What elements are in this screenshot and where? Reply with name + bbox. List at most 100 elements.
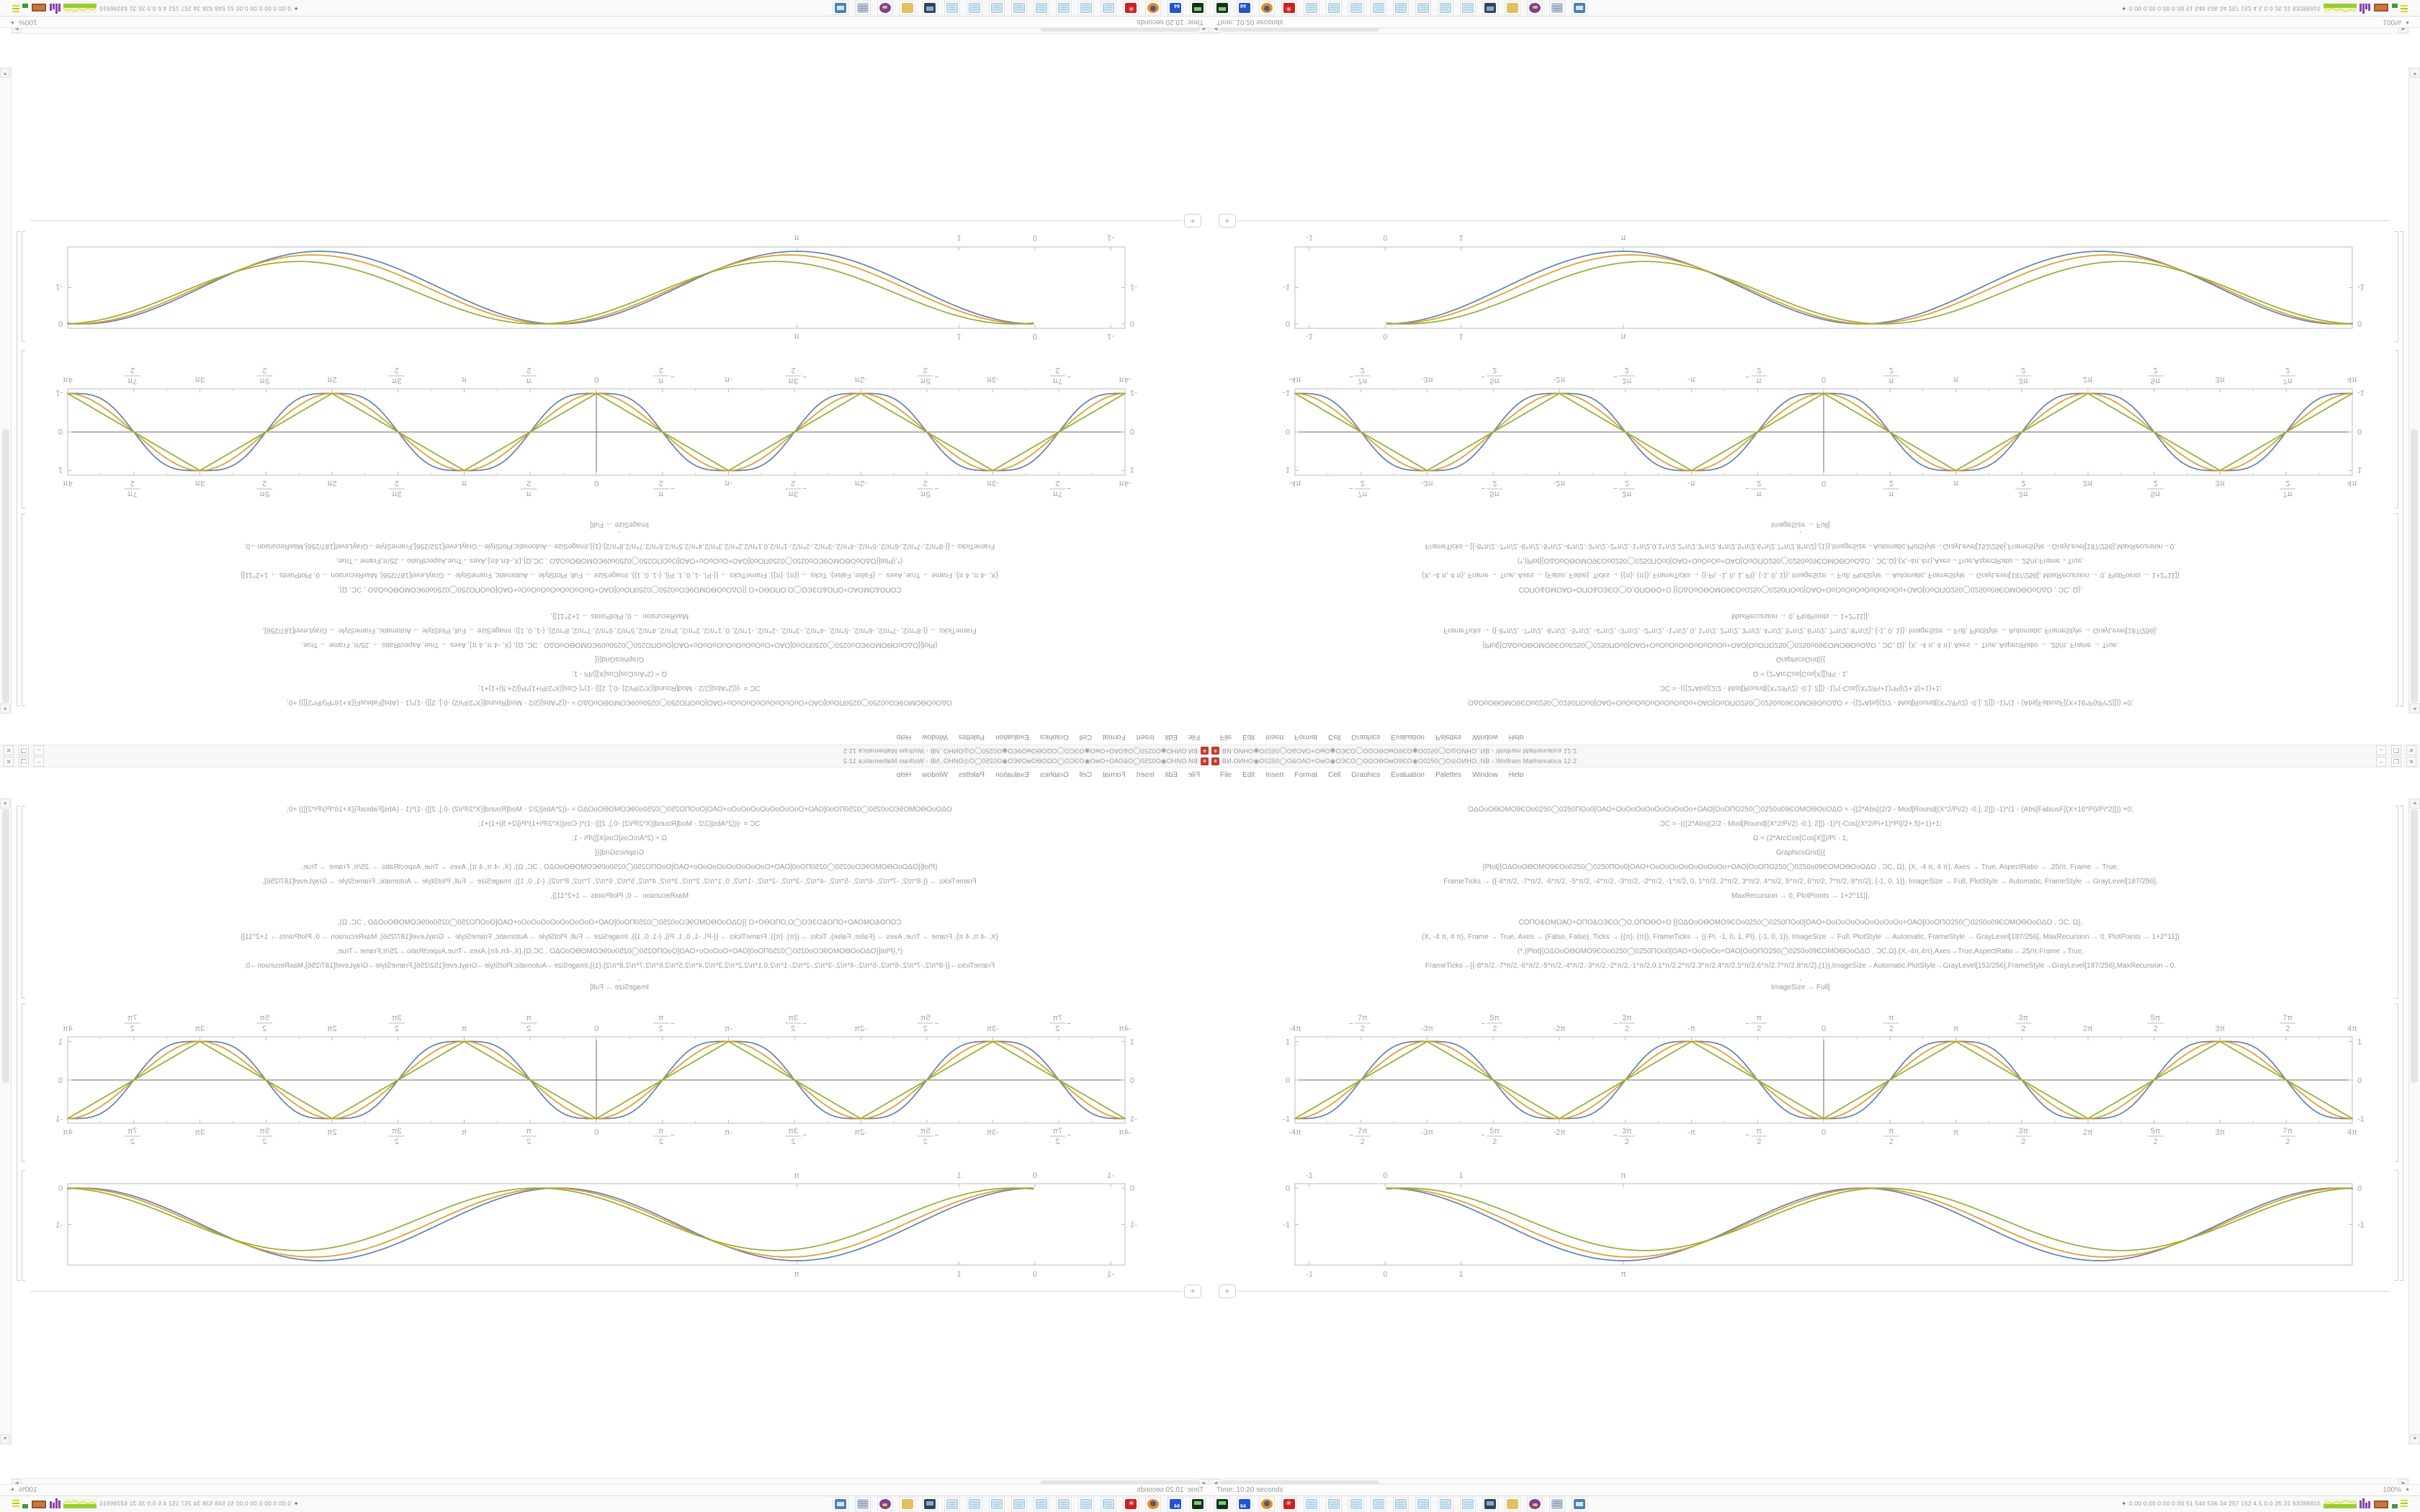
code-line[interactable]: MaxRecursion → 0, PlotPoints → 1+2^11]}, [550,612,689,620]
folder-icon[interactable] [900,1497,915,1511]
vertical-scroll-thumb[interactable] [2,429,9,703]
notebook-area[interactable]: ОΔОоОѲОМО9ЄОо0250◯0250ПОо0[ОАО+ОоОоОоОоО… [0,34,1210,735]
scroll-doc-icon[interactable] [855,1497,871,1511]
minimize-button[interactable]: – [34,745,44,755]
notepad-icon[interactable] [944,1,960,15]
vertical-scroll-thumb[interactable] [2411,809,2418,1083]
scroll-down-icon[interactable]: ▼ [2410,68,2420,78]
insert-cell-plus-button[interactable]: + [1219,1284,1236,1298]
code-line[interactable]: Ω = (2*ArcCos[Cos[X]])/Pi - 1; [571,834,668,842]
notepad-icon[interactable] [1438,1,1453,15]
floppy-64-icon[interactable] [1168,1497,1183,1511]
cell-bracket-group[interactable] [2400,806,2403,1281]
code-line[interactable]: MaxRecursion → 0, PlotPoints → 1+2^11]}, [550,892,689,900]
menu-palettes[interactable]: Palettes [1435,771,1462,779]
code-line[interactable]: Ω = (2*ArcCos[Cos[X]])/Pi - 1; [1752,834,1849,842]
minimize-button[interactable]: – [34,757,44,767]
scroll-doc-icon[interactable] [1549,1,1565,15]
insert-cell-plus-button[interactable]: + [1184,214,1201,228]
notepad-icon[interactable] [1326,1,1342,15]
cell-bracket-output2[interactable] [22,231,25,342]
notepad-icon[interactable] [1393,1,1409,15]
input-cell-code[interactable]: ОΔОоОѲОМО9ЄОо0250◯0250ПОо0[ОАО+ОоОоОоОоО… [29,803,1210,992]
notepad-icon[interactable] [1348,1497,1364,1511]
menu-help[interactable]: Help [1508,771,1524,779]
terminal-icon[interactable] [1214,1,1230,15]
code-line[interactable]: {X, -4 π, 4 π}, Frame → True, Axes → {Fa… [241,933,998,941]
menu-evaluation[interactable]: Evaluation [1391,771,1425,779]
cell-bracket-output1[interactable] [22,1004,25,1162]
code-line[interactable]: FrameTicks → {{-8*π/2, -7*π/2, -6*π/2, -… [262,626,977,634]
notepad-icon[interactable] [1371,1497,1386,1511]
code-line[interactable]: СОПО&ОМОАО+ОПО&ОЗЄО◯О,ОПОѲО+О [{ОΔОоОѲОМ… [337,919,902,927]
scroll-down-icon[interactable]: ▼ [2410,1434,2420,1444]
magnification-value[interactable]: 100% [19,1486,37,1494]
code-line[interactable]: СОПО&ОМОАО+ОПО&ОЗЄО◯О,ОПОѲО+О [{ОΔОоОѲОМ… [337,585,902,593]
code-line[interactable]: MaxRecursion → 0, PlotPoints → 1+2^11]}, [1731,892,1870,900]
close-button[interactable]: ✕ [4,757,14,767]
notepad-icon[interactable] [1101,1,1116,15]
menu-edit[interactable]: Edit [1242,771,1255,779]
code-line[interactable]: {Plot[{ОΔОоОѲОМО9ЄОо0250◯0250ПОо0[ОАО+Оо… [1482,641,2119,649]
input-cell-code[interactable]: ОΔОоОѲОМО9ЄОо0250◯0250ПОо0[ОАО+ОоОоОоОоО… [1210,803,2391,992]
screenshot-monitor-icon[interactable] [1482,1,1498,15]
vertical-scroll-thumb[interactable] [2,809,9,1083]
code-line[interactable]: (*,{Plot[{ОΔОоОѲОМО9ЄОо0250◯0250ПОо0[ОАО… [336,557,903,564]
firefox-icon[interactable] [1145,1,1161,15]
notepad-icon[interactable] [1056,1497,1072,1511]
magnification-caret-icon[interactable]: ▲ [10,20,15,25]
menu-insert[interactable]: Insert [1265,771,1284,779]
cell-bracket-input[interactable] [22,513,25,706]
notepad-icon[interactable] [989,1,1005,15]
menu-window[interactable]: Window [1472,771,1498,779]
cell-bracket-output1[interactable] [2395,350,2398,508]
scroll-up-icon[interactable]: ▲ [2410,798,2420,809]
menu-format[interactable]: Format [1294,771,1318,779]
notebook-area[interactable]: ОΔОоОѲОМО9ЄОо0250◯0250ПОо0[ОАО+ОоОоОоОоО… [0,777,1210,1478]
vertical-scrollbar[interactable]: ▲ ▼ [2408,798,2420,1445]
close-button[interactable]: ✕ [4,745,14,755]
code-line[interactable]: (*,{Plot[{ОΔОоОѲОМО9ЄОо0250◯0250ПОо0[ОАО… [1517,557,2084,564]
notepad-icon[interactable] [1034,1,1049,15]
notepad-icon[interactable] [944,1497,960,1511]
code-line[interactable]: , [1799,974,1802,982]
code-line[interactable]: СОПО&ОМОАО+ОПО&ОЗЄО◯О,ОПОѲО+О [{ОΔОоОѲОМ… [1518,585,2083,593]
window-titlebar[interactable]: ✳ ВИ.ОИНО◉О0250◯О&ОАО+ОмО◉ОЭСО◯ОΩОѲОмО9Є… [0,744,1210,756]
purple-app-icon[interactable] [1527,1497,1543,1511]
notepad-icon[interactable] [1101,1497,1116,1511]
terminal-icon[interactable] [1190,1497,1206,1511]
notepad-icon[interactable] [989,1497,1005,1511]
floppy-64-icon[interactable] [1237,1497,1252,1511]
maximize-button[interactable]: ❐ [2391,745,2401,755]
code-line[interactable]: FrameTicks → {{-8*π/2, -7*π/2, -6*π/2, -… [1443,626,2158,634]
blue-box-icon[interactable] [833,1497,848,1511]
code-line[interactable]: {Plot[{ОΔОоОѲОМО9ЄОо0250◯0250ПОо0[ОАО+Оо… [301,863,938,871]
notepad-icon[interactable] [967,1,982,15]
notepad-icon[interactable] [1056,1,1072,15]
notepad-icon[interactable] [1393,1497,1409,1511]
vertical-scrollbar[interactable]: ▲ ▼ [2408,67,2420,714]
notepad-icon[interactable] [1011,1,1027,15]
notepad-icon[interactable] [1011,1497,1027,1511]
notepad-icon[interactable] [1415,1497,1431,1511]
code-line[interactable]: GraphicsGrid[{{ [594,655,645,663]
code-line[interactable]: , [1799,530,1802,538]
minimize-button[interactable]: – [2376,745,2386,755]
blue-box-icon[interactable] [1572,1,1587,15]
cell-insertion-line[interactable] [1237,220,2390,221]
magnification-caret-icon[interactable]: ▲ [2405,20,2410,25]
firefox-icon[interactable] [1145,1497,1161,1511]
code-line[interactable]: GraphicsGrid[{{ [1775,655,1826,663]
code-line[interactable]: {X, -4 π, 4 π}, Frame → True, Axes → {Fa… [241,571,998,579]
blue-box-icon[interactable] [1572,1497,1587,1511]
terminal-icon[interactable] [1190,1,1206,15]
firefox-icon[interactable] [1259,1497,1275,1511]
code-line[interactable]: {Plot[{ОΔОоОѲОМО9ЄОо0250◯0250ПОо0[ОАО+Оо… [1482,863,2119,871]
cell-insertion-line[interactable] [30,220,1183,221]
code-line[interactable]: (*,{Plot[{ОΔОоОѲОМО9ЄОо0250◯0250ПОо0[ОАО… [1517,948,2084,955]
code-line[interactable]: FrameTicks→{{-8*π/2,-7*π/2,-6*π/2,-5*π/2… [1425,962,2177,970]
code-line[interactable]: FrameTicks → {{-8*π/2, -7*π/2, -6*π/2, -… [262,878,977,886]
window-titlebar[interactable]: ✳ ВИ.ОИНО◉О0250◯О&ОАО+ОмО◉ОЭСО◯ОΩОѲОмО9Є… [1210,744,2420,756]
cell-bracket-output2[interactable] [2395,1170,2398,1281]
code-line[interactable]: , [618,974,621,982]
